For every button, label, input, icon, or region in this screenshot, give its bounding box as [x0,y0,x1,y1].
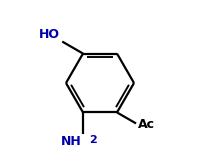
Text: 2: 2 [89,135,96,145]
Text: HO: HO [39,28,60,41]
Text: Ac: Ac [137,118,154,131]
Text: NH: NH [61,135,82,148]
